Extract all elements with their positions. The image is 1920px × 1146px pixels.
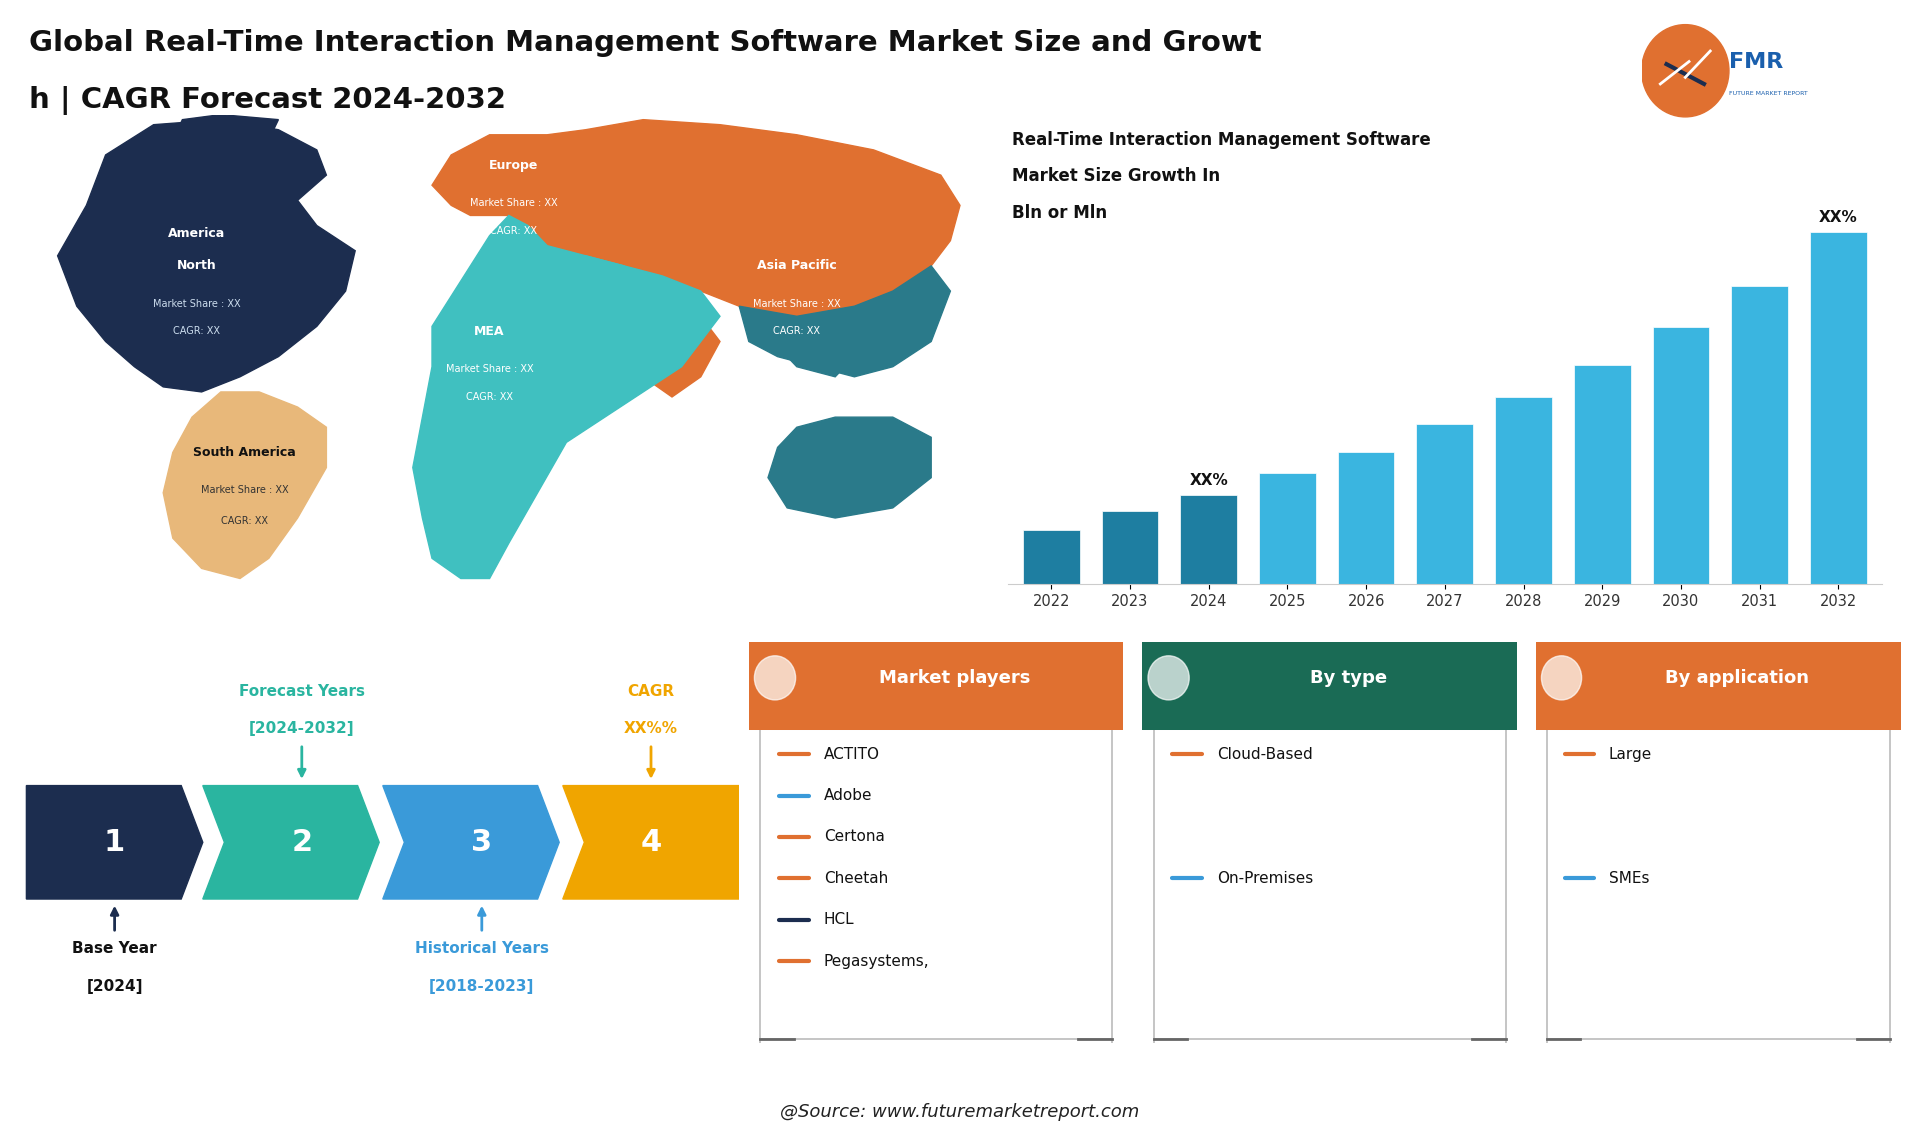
- Text: Global Real-Time Interaction Management Software Market Size and Growt: Global Real-Time Interaction Management …: [29, 29, 1261, 56]
- Text: XX%: XX%: [1818, 211, 1859, 226]
- FancyBboxPatch shape: [733, 626, 1139, 730]
- Text: Bln or Mln: Bln or Mln: [1012, 204, 1108, 222]
- Circle shape: [1542, 656, 1582, 700]
- Text: MEA: MEA: [474, 325, 505, 338]
- Circle shape: [1642, 24, 1728, 117]
- Text: South America: South America: [194, 446, 296, 458]
- Text: Adobe: Adobe: [824, 788, 872, 803]
- Bar: [1338, 452, 1394, 584]
- Text: Historical Years: Historical Years: [415, 941, 549, 956]
- Circle shape: [755, 656, 795, 700]
- Text: Forecast Years: Forecast Years: [238, 683, 365, 699]
- Text: CAGR: XX: CAGR: XX: [221, 516, 269, 526]
- Text: Asia Pacific: Asia Pacific: [756, 259, 837, 273]
- Text: CAGR: CAGR: [628, 683, 674, 699]
- Polygon shape: [413, 215, 720, 579]
- Text: 3: 3: [470, 827, 492, 857]
- Polygon shape: [768, 417, 931, 518]
- Polygon shape: [634, 306, 720, 397]
- Polygon shape: [163, 392, 326, 579]
- Text: By type: By type: [1309, 669, 1386, 686]
- Text: Real-Time Interaction Management Software: Real-Time Interaction Management Softwar…: [1012, 131, 1430, 149]
- Text: XX%: XX%: [1188, 473, 1229, 488]
- Bar: [1574, 364, 1630, 584]
- Bar: [1181, 495, 1236, 584]
- Text: CAGR: XX: CAGR: XX: [467, 392, 513, 402]
- Polygon shape: [27, 786, 204, 898]
- Bar: [1811, 231, 1866, 584]
- Text: Cheetah: Cheetah: [824, 871, 887, 886]
- Polygon shape: [566, 256, 662, 352]
- Bar: [1732, 286, 1788, 584]
- Text: By application: By application: [1665, 669, 1809, 686]
- FancyBboxPatch shape: [1521, 626, 1916, 730]
- Text: On-Premises: On-Premises: [1217, 871, 1313, 886]
- Text: Pegasystems,: Pegasystems,: [824, 953, 929, 968]
- Text: @Source: www.futuremarketreport.com: @Source: www.futuremarketreport.com: [780, 1102, 1140, 1121]
- Bar: [1023, 531, 1079, 584]
- Text: XX%%: XX%%: [624, 721, 678, 737]
- Text: Market Share : XX: Market Share : XX: [202, 485, 288, 495]
- Text: h | CAGR Forecast 2024-2032: h | CAGR Forecast 2024-2032: [29, 86, 505, 115]
- Circle shape: [1148, 656, 1188, 700]
- Polygon shape: [173, 115, 278, 150]
- Polygon shape: [382, 786, 559, 898]
- Polygon shape: [739, 266, 950, 377]
- Text: FMR: FMR: [1728, 52, 1784, 71]
- Text: 4: 4: [641, 827, 662, 857]
- Text: Base Year: Base Year: [73, 941, 157, 956]
- Text: [2024-2032]: [2024-2032]: [250, 721, 355, 737]
- Bar: [1653, 327, 1709, 584]
- Text: Market players: Market players: [879, 669, 1031, 686]
- Polygon shape: [509, 119, 960, 316]
- Text: Europe: Europe: [490, 158, 538, 172]
- Bar: [1260, 473, 1315, 584]
- Text: [2018-2023]: [2018-2023]: [428, 979, 534, 994]
- Text: SMEs: SMEs: [1609, 871, 1649, 886]
- Text: America: America: [169, 227, 225, 240]
- Text: Market Share : XX: Market Share : XX: [154, 299, 240, 308]
- Polygon shape: [563, 786, 739, 898]
- Polygon shape: [58, 119, 355, 392]
- Text: Market Share : XX: Market Share : XX: [470, 198, 557, 207]
- Polygon shape: [778, 327, 854, 377]
- Text: CAGR: XX: CAGR: XX: [173, 327, 221, 337]
- Text: [2024]: [2024]: [86, 979, 142, 994]
- Bar: [1496, 398, 1551, 584]
- Text: Market Share : XX: Market Share : XX: [445, 364, 534, 375]
- Text: Large: Large: [1609, 746, 1653, 762]
- Polygon shape: [204, 786, 378, 898]
- Text: North: North: [177, 259, 217, 273]
- Text: Market Share : XX: Market Share : XX: [753, 299, 841, 308]
- Text: CAGR: XX: CAGR: XX: [774, 327, 820, 337]
- Text: Certona: Certona: [824, 830, 885, 845]
- Text: Cloud-Based: Cloud-Based: [1217, 746, 1313, 762]
- FancyBboxPatch shape: [1127, 626, 1532, 730]
- Text: CAGR: XX: CAGR: XX: [490, 226, 538, 236]
- Polygon shape: [432, 135, 605, 215]
- Text: ACTITO: ACTITO: [824, 746, 879, 762]
- Text: FUTURE MARKET REPORT: FUTURE MARKET REPORT: [1728, 91, 1809, 95]
- Bar: [1102, 511, 1158, 584]
- Text: Market Size Growth In: Market Size Growth In: [1012, 167, 1219, 186]
- Text: HCL: HCL: [824, 912, 854, 927]
- Bar: [1417, 424, 1473, 584]
- Text: 1: 1: [104, 827, 125, 857]
- Text: 2: 2: [292, 827, 313, 857]
